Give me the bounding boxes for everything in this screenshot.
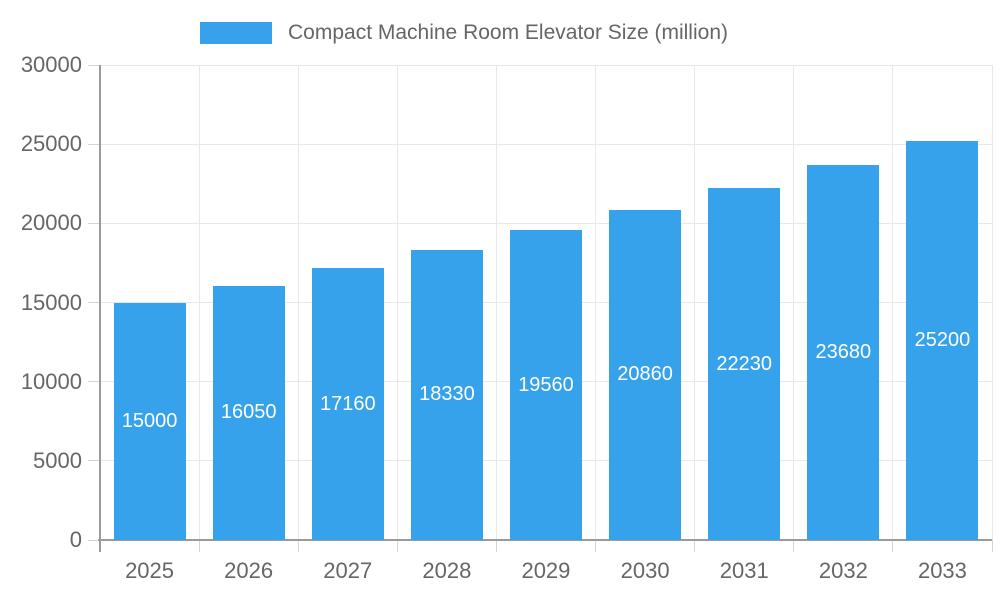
grid-line-vertical xyxy=(198,65,200,540)
grid-line-vertical xyxy=(793,65,795,540)
x-tick-label: 2026 xyxy=(224,558,274,583)
bar[interactable] xyxy=(807,165,880,540)
grid-line-vertical xyxy=(892,65,894,540)
grid-line-vertical xyxy=(991,65,993,540)
x-axis-tick xyxy=(793,540,795,552)
x-tick-label: 2033 xyxy=(917,558,967,583)
grid-line-vertical xyxy=(495,65,497,540)
y-axis-tick xyxy=(88,222,100,224)
bar[interactable] xyxy=(609,209,682,540)
bar-value-label: 22230 xyxy=(716,352,772,375)
x-axis-tick xyxy=(297,540,299,552)
y-tick-label: 30000 xyxy=(20,52,82,77)
legend-label: Compact Machine Room Elevator Size (mill… xyxy=(288,21,728,44)
legend-swatch xyxy=(200,22,272,44)
x-axis-tick xyxy=(396,540,398,552)
bar[interactable] xyxy=(212,285,285,540)
bar-value-label: 17160 xyxy=(319,392,376,415)
x-axis-tick xyxy=(694,540,696,552)
y-axis-tick xyxy=(88,539,100,541)
bar-value-label: 19560 xyxy=(518,373,574,396)
y-axis-tick xyxy=(88,302,100,303)
x-axis-line xyxy=(98,539,992,541)
y-tick-label: 20000 xyxy=(20,210,82,236)
x-axis-tick xyxy=(595,540,597,552)
grid-line-vertical xyxy=(595,65,597,540)
grid-line-horizontal xyxy=(100,222,992,224)
grid-line-horizontal xyxy=(100,64,992,66)
y-tick-label: 0 xyxy=(69,527,82,552)
x-tick-label: 2030 xyxy=(620,558,670,583)
y-tick-label: 15000 xyxy=(20,289,82,315)
bar-value-label: 23680 xyxy=(815,341,872,364)
x-tick-label: 2028 xyxy=(422,558,472,583)
y-tick-label: 5000 xyxy=(33,447,82,473)
bar-value-label: 16050 xyxy=(220,401,277,424)
bar-value-label: 20860 xyxy=(617,363,673,386)
bar[interactable] xyxy=(708,188,781,540)
x-tick-label: 2031 xyxy=(719,558,769,583)
bar[interactable] xyxy=(906,141,979,540)
x-axis-tick xyxy=(495,540,497,552)
grid-line-vertical xyxy=(297,65,299,540)
x-tick-label: 2032 xyxy=(818,558,868,583)
bar[interactable] xyxy=(410,249,483,540)
x-axis-tick xyxy=(892,540,894,552)
y-axis-tick xyxy=(88,64,100,66)
x-axis-tick xyxy=(198,540,200,552)
chart-legend[interactable]: Compact Machine Room Elevator Size (mill… xyxy=(200,21,728,45)
grid-line-vertical xyxy=(694,65,696,540)
y-axis-tick xyxy=(88,381,100,383)
y-axis-tick xyxy=(88,143,100,145)
x-tick-label: 2027 xyxy=(323,558,373,583)
bar[interactable] xyxy=(113,302,186,540)
bar[interactable] xyxy=(510,230,582,540)
grid-line-horizontal xyxy=(100,143,992,145)
x-tick-label: 2025 xyxy=(125,558,175,583)
x-tick-label: 2029 xyxy=(521,558,571,583)
bar-value-label: 25200 xyxy=(914,329,971,351)
bar-value-label: 15000 xyxy=(121,409,178,432)
y-tick-label: 10000 xyxy=(20,368,82,394)
grid-line-vertical xyxy=(396,65,398,540)
y-axis-tick xyxy=(88,460,100,462)
bar-value-label: 18330 xyxy=(419,383,475,406)
y-axis-line xyxy=(99,65,101,552)
bar[interactable] xyxy=(311,268,384,540)
x-axis-tick xyxy=(991,540,993,552)
y-tick-label: 25000 xyxy=(20,131,82,157)
